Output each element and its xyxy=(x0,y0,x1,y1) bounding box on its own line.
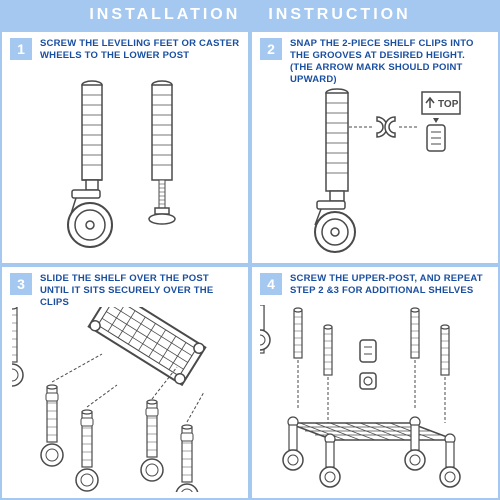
step-text: SLIDE THE SHELF OVER THE POST UNTIL IT S… xyxy=(40,273,240,309)
step-number: 4 xyxy=(260,273,282,295)
step-4: 4 SCREW THE UPPER-POST, AND REPEAT STEP … xyxy=(250,265,500,500)
header-left: INSTALLATION xyxy=(89,6,240,24)
step4-illustration xyxy=(260,305,490,495)
step-number: 2 xyxy=(260,38,282,60)
svg-text:TOP: TOP xyxy=(438,99,459,110)
step-text: SNAP THE 2-PIECE SHELF CLIPS INTO THE GR… xyxy=(290,38,490,86)
steps-grid: 1 SCREW THE LEVELING FEET OR CASTER WHEE… xyxy=(0,30,500,500)
header-right: INSTRUCTION xyxy=(268,6,410,24)
header-band: INSTALLATION INSTRUCTION xyxy=(0,0,500,30)
step-number: 3 xyxy=(10,273,32,295)
step3-illustration xyxy=(12,307,237,492)
step2-illustration: TOP xyxy=(267,87,487,257)
step-1: 1 SCREW THE LEVELING FEET OR CASTER WHEE… xyxy=(0,30,250,265)
step-text: SCREW THE UPPER-POST, AND REPEAT STEP 2 … xyxy=(290,273,490,297)
step1-illustration xyxy=(32,77,222,257)
step-3: 3 SLIDE THE SHELF OVER THE POST UNTIL IT… xyxy=(0,265,250,500)
step-text: SCREW THE LEVELING FEET OR CASTER WHEELS… xyxy=(40,38,240,62)
step-number: 1 xyxy=(10,38,32,60)
step-2: 2 SNAP THE 2-PIECE SHELF CLIPS INTO THE … xyxy=(250,30,500,265)
